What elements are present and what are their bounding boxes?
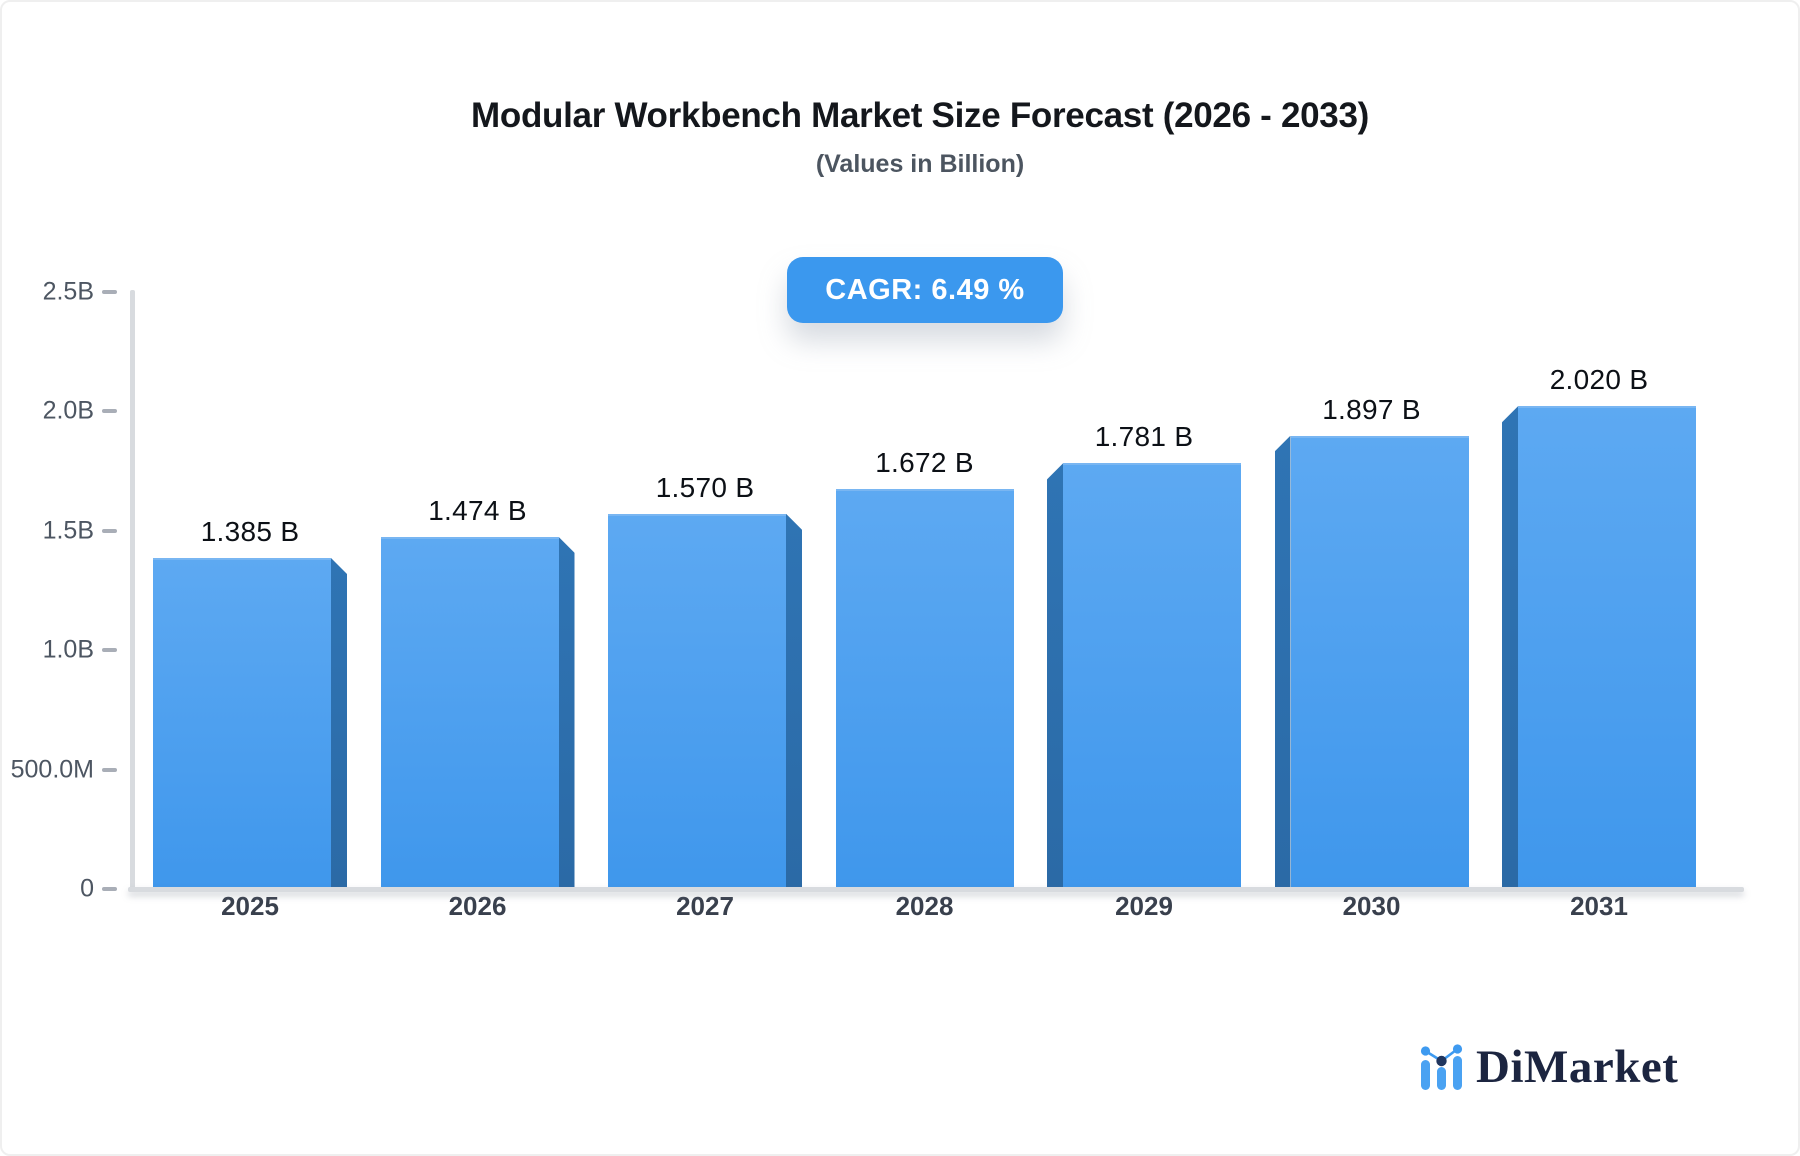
y-tick-dash [102,289,117,294]
bar-value-label: 1.781 B [1094,421,1194,453]
y-tick-dash [102,409,117,413]
y-tick-label: 1.5B [42,516,94,544]
bar-3d-side [1047,463,1063,889]
y-axis-line [130,289,135,891]
x-tick-label: 2031 [1570,891,1628,921]
bar-value-label: 1.474 B [428,494,527,526]
bar-2031 [1518,406,1696,889]
x-tick-label: 2029 [1115,891,1173,921]
bar-3d-side [1274,435,1291,889]
x-tick-label: 2027 [676,891,734,921]
bar-3d-side [786,513,802,889]
y-tick-label: 2.5B [42,277,94,305]
bar-chart-logo-icon [1420,1044,1463,1090]
bar-2025 [153,557,331,889]
y-tick-dash [102,887,117,891]
y-tick-label: 500.0M [10,755,94,783]
logo-text: DiMarket [1476,1041,1679,1093]
dimarket-logo: DiMarket [1420,1042,1678,1091]
bar-value-label: 2.020 B [1549,364,1649,396]
page-title: Modular Workbench Market Size Forecast (… [471,96,1369,135]
bar-value-label: 1.570 B [655,471,755,503]
bar-2028 [835,489,1014,889]
y-tick-label: 0 [80,874,94,903]
x-tick-label: 2025 [221,891,279,921]
x-tick-label: 2028 [895,891,954,921]
y-tick-dash [102,767,117,772]
bar-value-label: 1.897 B [1322,393,1421,425]
x-tick-label: 2030 [1342,891,1401,921]
x-tick-label: 2026 [448,891,507,921]
bar-2030 [1290,435,1469,889]
bar-3d-side [331,557,347,889]
cagr-badge-label: CAGR: 6.49 % [825,273,1025,306]
bar-2026 [380,536,559,889]
bar-value-label: 1.385 B [200,515,300,547]
bar-2029 [1063,463,1241,889]
y-tick-label: 2.0B [42,396,94,425]
bar-3d-side [558,536,575,889]
y-tick-dash [102,528,117,533]
chart-subtitle: (Values in Billion) [815,150,1025,178]
bar-2027 [608,513,786,889]
bar-value-label: 1.672 B [875,447,974,479]
y-tick-label: 1.0B [42,635,94,664]
x-axis-baseline [128,887,1744,892]
y-tick-dash [102,648,117,652]
cagr-badge: CAGR: 6.49 % [787,257,1063,323]
bar-3d-side [1502,406,1518,889]
